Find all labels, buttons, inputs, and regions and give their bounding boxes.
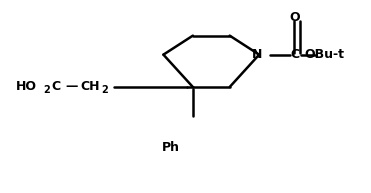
Text: 2: 2	[101, 85, 108, 95]
Text: O: O	[289, 11, 300, 24]
Text: CH: CH	[81, 80, 100, 92]
Text: N: N	[252, 48, 263, 61]
Text: C: C	[290, 48, 299, 61]
Text: Ph: Ph	[162, 141, 180, 154]
Text: OBu-t: OBu-t	[305, 48, 345, 61]
Text: C: C	[51, 80, 60, 92]
Text: 2: 2	[44, 85, 50, 95]
Text: —: —	[66, 80, 78, 92]
Text: HO: HO	[16, 80, 37, 92]
